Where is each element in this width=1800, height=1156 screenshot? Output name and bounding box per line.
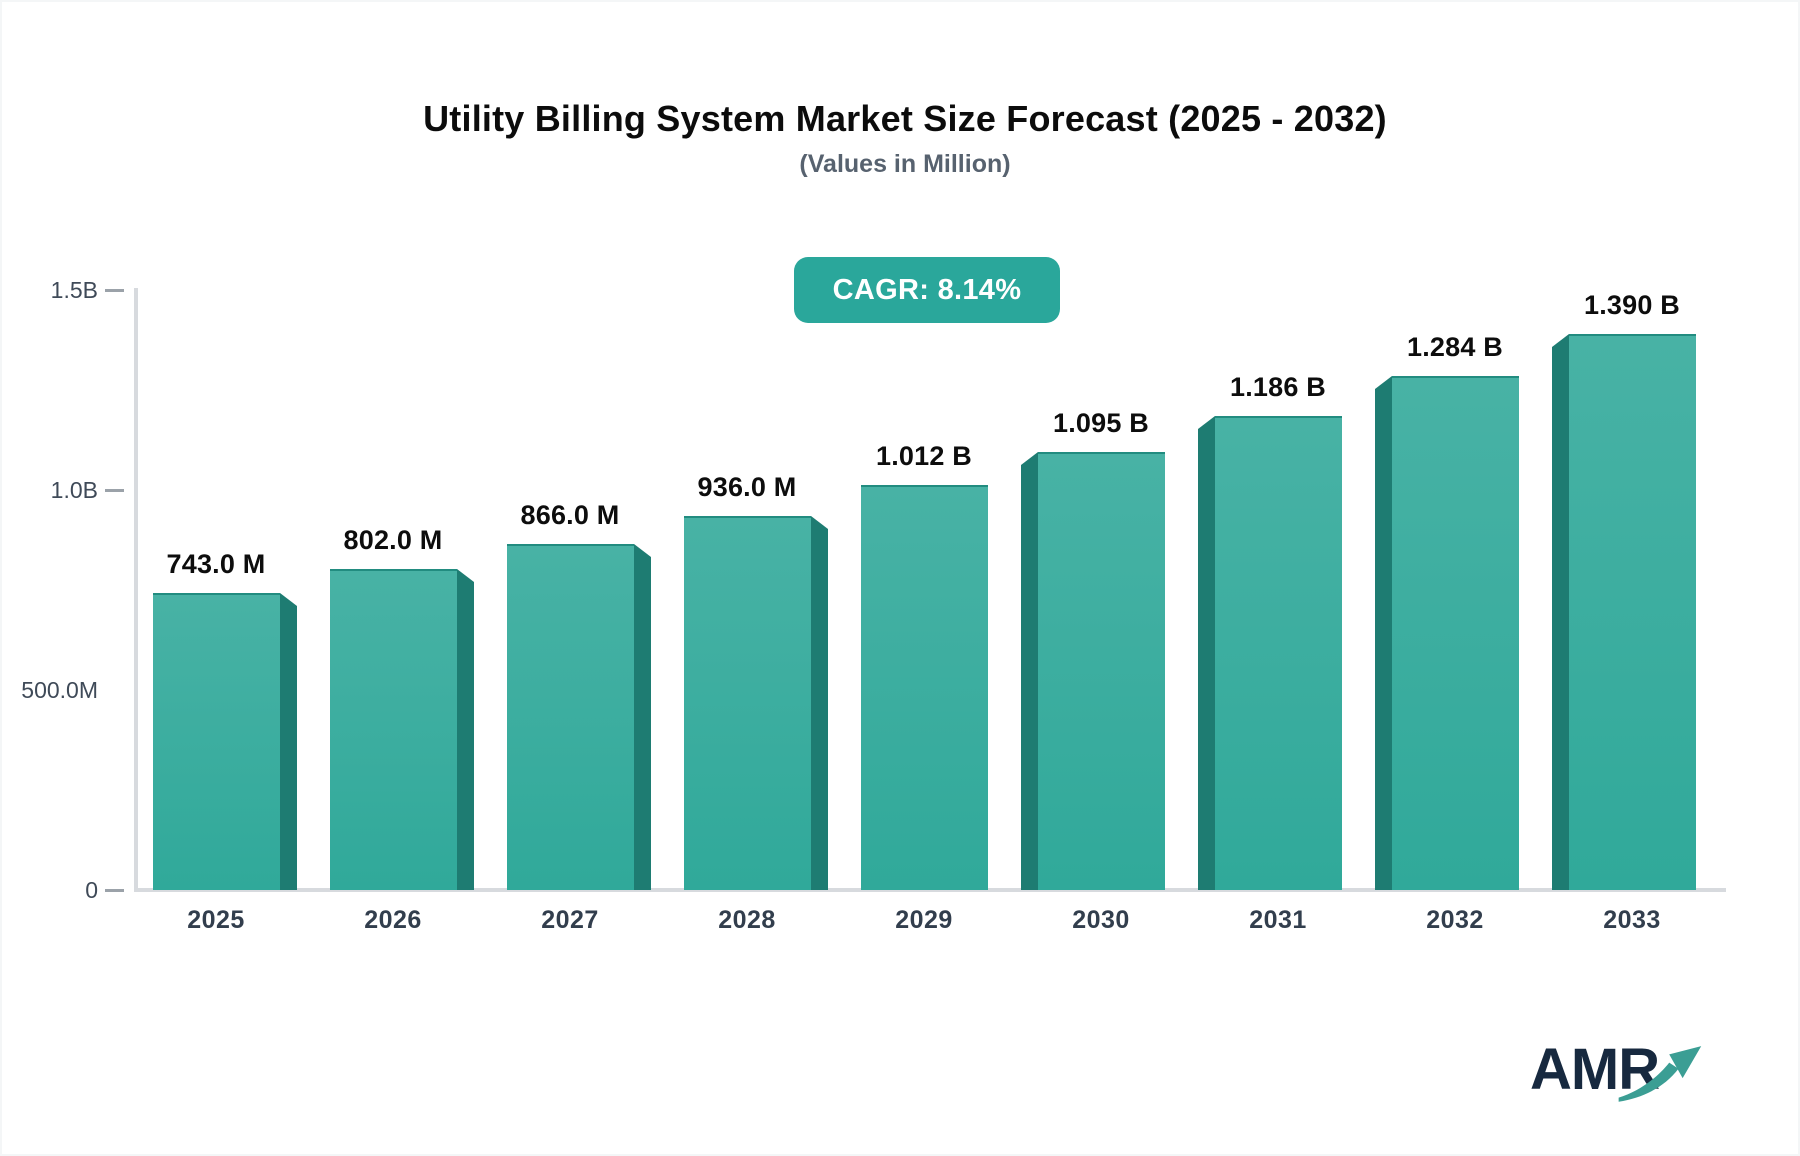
y-tick-label-1.5B: 1.5B xyxy=(50,277,98,303)
x-axis-label-2029: 2029 xyxy=(895,906,953,934)
x-axis-label-2025: 2025 xyxy=(187,906,245,934)
bar-2028[interactable] xyxy=(684,516,811,890)
x-axis-label-2028: 2028 xyxy=(718,906,776,934)
bar-2031[interactable] xyxy=(1215,416,1342,890)
x-axis-label-2027: 2027 xyxy=(541,906,599,934)
chart-title: Utility Billing System Market Size Forec… xyxy=(423,98,1387,139)
y-tick-mark-1.5B xyxy=(105,289,124,292)
bar-2033[interactable] xyxy=(1569,334,1696,890)
y-tick-label-1.0B: 1.0B xyxy=(50,477,98,503)
x-axis-label-2033: 2033 xyxy=(1603,906,1661,934)
bar-2026-side-face xyxy=(457,569,474,890)
x-axis-label-2030: 2030 xyxy=(1072,906,1130,934)
y-tick-mark-0 xyxy=(105,889,124,892)
bar-value-label-2026: 802.0 M xyxy=(343,525,443,555)
bar-2029[interactable] xyxy=(861,485,988,890)
bar-2032[interactable] xyxy=(1392,376,1519,890)
bar-2028-side-face xyxy=(811,516,828,890)
cagr-badge: CAGR: 8.14% xyxy=(794,257,1060,323)
cagr-badge-label: CAGR: 8.14% xyxy=(832,273,1022,306)
bar-2027-side-face xyxy=(634,544,651,890)
y-axis-line xyxy=(134,288,138,892)
bar-2033-side-face xyxy=(1552,334,1569,890)
bar-2025-side-face xyxy=(280,593,297,890)
bar-value-label-2030: 1.095 B xyxy=(1053,408,1149,438)
x-axis-label-2031: 2031 xyxy=(1249,906,1307,934)
bar-value-label-2027: 866.0 M xyxy=(520,500,620,530)
y-tick-mark-1.0B xyxy=(105,489,124,492)
bar-2027[interactable] xyxy=(507,544,634,890)
bar-value-label-2032: 1.284 B xyxy=(1407,332,1503,362)
x-axis-label-2032: 2032 xyxy=(1426,906,1484,934)
y-tick-label-500.0M: 500.0M xyxy=(21,677,98,703)
bar-value-label-2033: 1.390 B xyxy=(1584,290,1680,320)
bar-2026[interactable] xyxy=(330,569,457,890)
growth-arrow-icon xyxy=(1618,1046,1702,1102)
chart-subtitle: (Values in Million) xyxy=(799,150,1011,178)
bar-2025[interactable] xyxy=(153,593,280,890)
bar-2030[interactable] xyxy=(1038,452,1165,890)
y-tick-label-0: 0 xyxy=(85,877,98,903)
bar-2030-side-face xyxy=(1021,452,1038,890)
bar-value-label-2029: 1.012 B xyxy=(876,441,972,471)
bar-value-label-2025: 743.0 M xyxy=(166,549,266,579)
x-axis-label-2026: 2026 xyxy=(364,906,422,934)
x-axis-line xyxy=(134,888,1726,892)
bar-value-label-2028: 936.0 M xyxy=(697,472,797,502)
brand-logo: AMR xyxy=(1530,1030,1730,1116)
bar-value-label-2031: 1.186 B xyxy=(1230,372,1326,402)
bar-2032-side-face xyxy=(1375,376,1392,890)
bar-2031-side-face xyxy=(1198,416,1215,890)
